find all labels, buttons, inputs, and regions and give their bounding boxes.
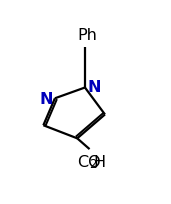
Text: 2: 2	[89, 157, 97, 170]
Text: CO: CO	[77, 154, 101, 169]
Text: N: N	[87, 80, 101, 95]
Text: H: H	[93, 154, 106, 169]
Text: N: N	[39, 91, 53, 106]
Text: Ph: Ph	[77, 28, 97, 43]
